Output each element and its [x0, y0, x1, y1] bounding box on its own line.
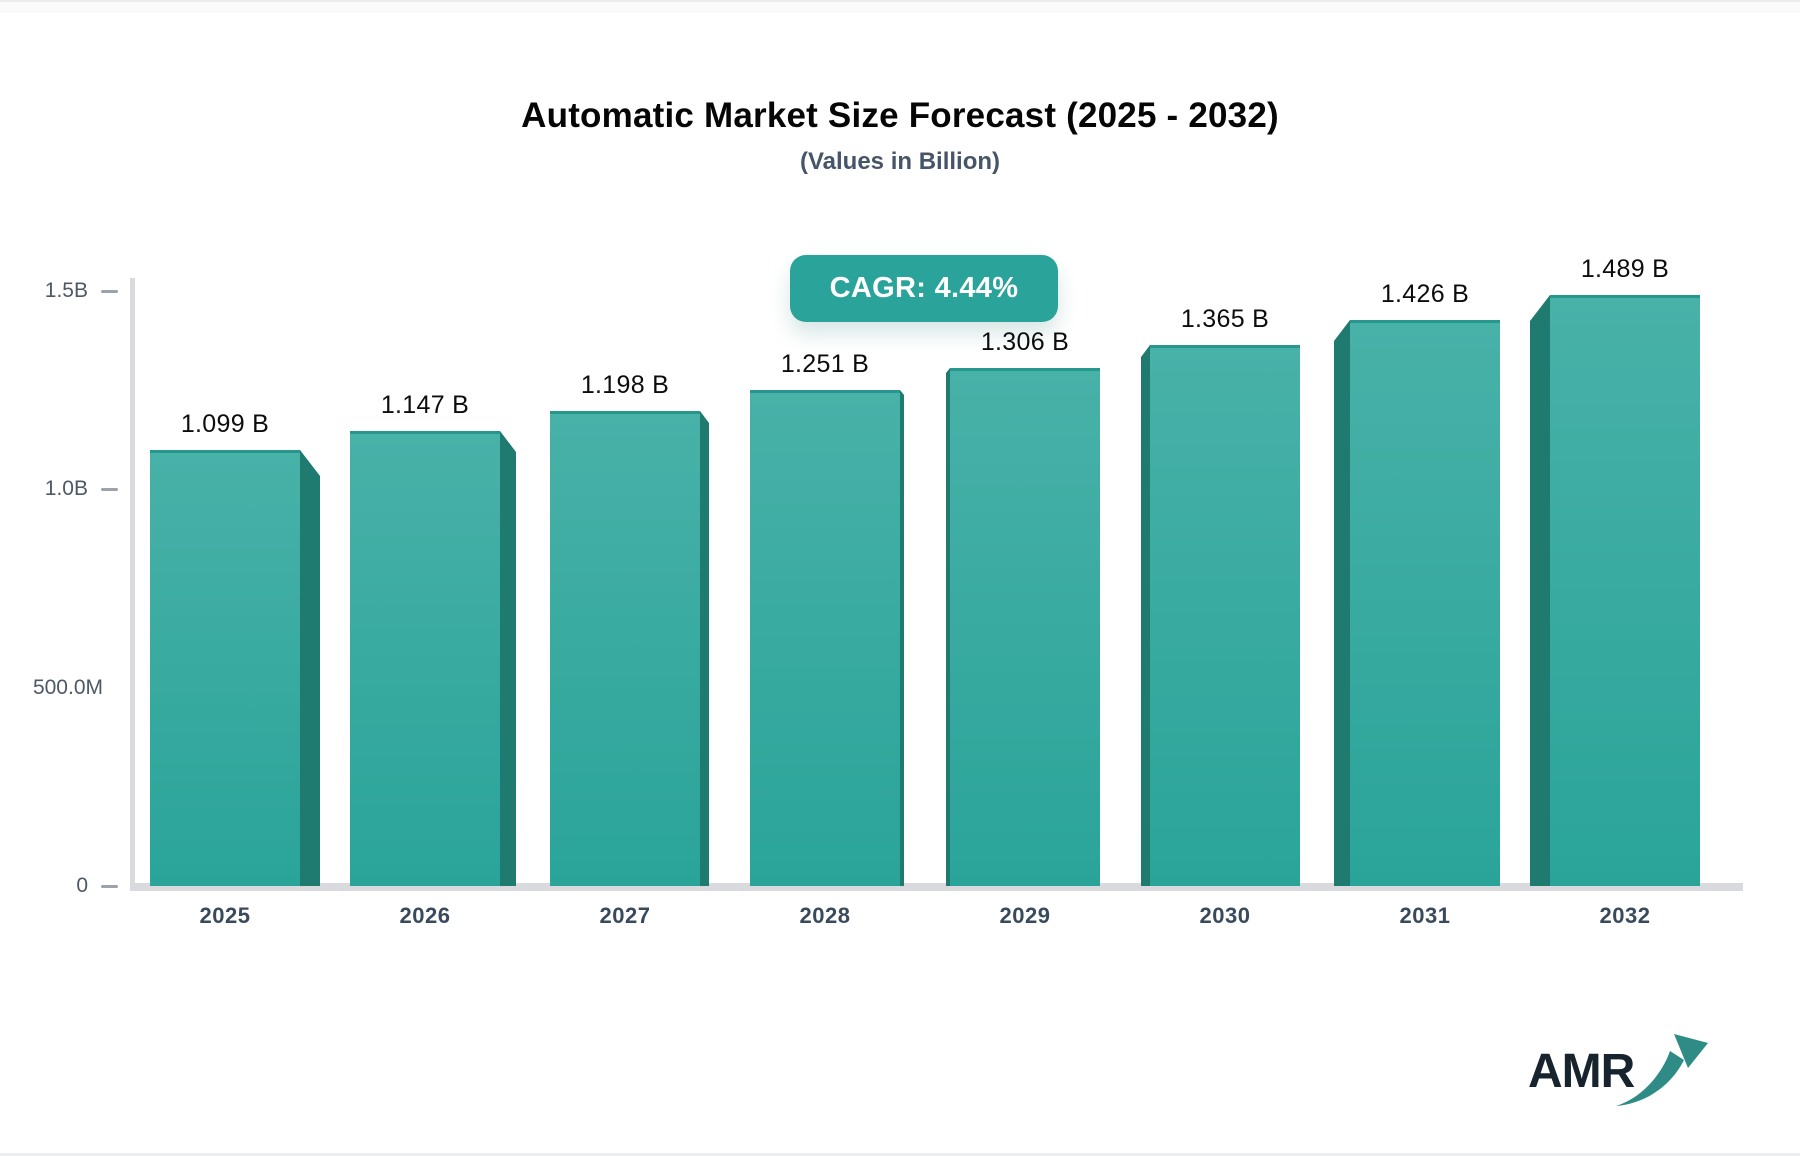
bar — [550, 411, 700, 886]
bar-side-panel — [900, 390, 904, 886]
bar-side-panel — [700, 411, 709, 886]
chart-subtitle: (Values in Billion) — [799, 148, 1001, 175]
x-axis-category-label: 2027 — [599, 903, 651, 928]
bar — [1550, 295, 1700, 886]
bar — [350, 431, 500, 886]
y-axis-tick-label: 1.5B — [44, 279, 88, 302]
y-axis-line — [130, 278, 135, 891]
bar-side-panel — [500, 431, 516, 886]
bar-side-panel — [1530, 295, 1550, 886]
y-axis-tick-mark — [101, 884, 118, 888]
cagr-badge: CAGR: 4.44% — [790, 255, 1058, 322]
amr-logo-text: AMR — [1528, 1045, 1635, 1098]
bar-side-panel — [300, 450, 320, 886]
bar — [750, 390, 900, 886]
y-axis-row: 1.0B — [0, 474, 118, 504]
y-axis-tick-label: 1.0B — [44, 477, 88, 501]
y-axis-tick-mark — [101, 487, 118, 491]
bar-value-label: 1.147 B — [380, 391, 470, 419]
x-axis-category-label: 2026 — [399, 903, 451, 928]
y-axis-row: 500.0M — [0, 673, 103, 703]
y-axis-tick-label: 0 — [76, 874, 88, 897]
bar-side-panel — [1141, 345, 1150, 886]
bar — [1350, 320, 1500, 886]
x-axis-category-label: 2030 — [1199, 903, 1251, 928]
y-axis-tick-mark — [101, 289, 118, 293]
growth-arrow-icon — [1616, 1034, 1708, 1106]
bar-value-label: 1.099 B — [180, 410, 270, 438]
amr-logo: AMR — [1528, 1034, 1718, 1125]
x-axis-category-label: 2029 — [999, 903, 1051, 928]
top-edge-band — [0, 0, 1800, 13]
chart-title: Automatic Market Size Forecast (2025 - 2… — [521, 96, 1279, 135]
bar — [950, 368, 1100, 886]
x-axis-category-label: 2031 — [1399, 903, 1451, 928]
bar-value-label: 1.251 B — [780, 350, 870, 378]
bar-side-panel — [946, 368, 950, 886]
bar-value-label: 1.365 B — [1180, 305, 1270, 333]
x-axis-category-label: 2032 — [1599, 903, 1651, 928]
bar — [150, 450, 300, 886]
bar-value-label: 1.198 B — [580, 371, 670, 399]
bar-value-label: 1.426 B — [1380, 280, 1470, 308]
bar-value-label: 1.306 B — [980, 328, 1070, 356]
bottom-edge-line — [0, 1153, 1800, 1156]
bar-value-label: 1.489 B — [1580, 255, 1670, 283]
y-axis-row: 1.5B — [0, 276, 118, 306]
y-axis-tick-label: 500.0M — [32, 675, 103, 699]
x-axis-baseline — [130, 883, 1743, 891]
x-axis-category-label: 2025 — [199, 903, 251, 928]
cagr-badge-label: CAGR: 4.44% — [829, 272, 1019, 304]
bar-side-panel — [1334, 320, 1350, 886]
x-axis-category-label: 2028 — [799, 903, 851, 928]
bar — [1150, 345, 1300, 886]
y-axis-row: 0 — [0, 871, 118, 901]
